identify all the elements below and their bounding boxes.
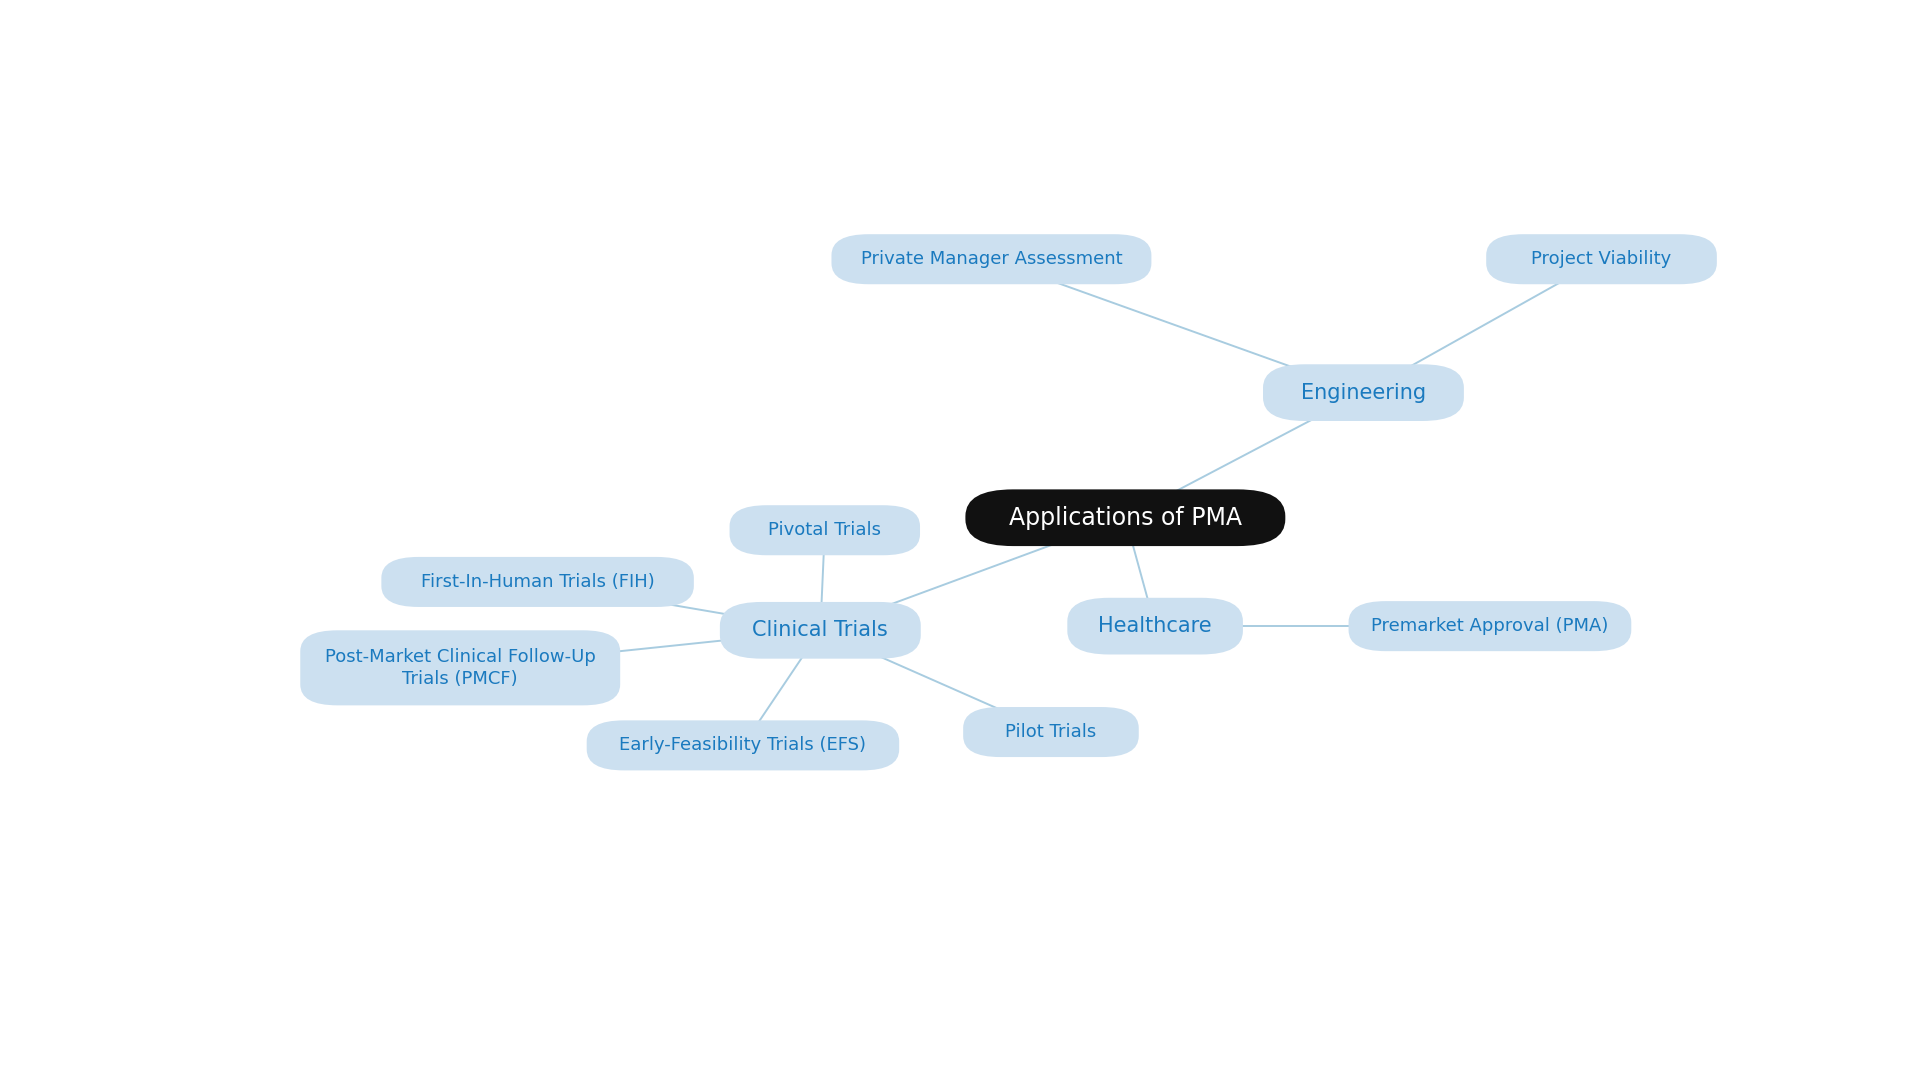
- Text: Engineering: Engineering: [1302, 382, 1427, 403]
- Text: First-In-Human Trials (FIH): First-In-Human Trials (FIH): [420, 573, 655, 591]
- FancyBboxPatch shape: [1263, 364, 1463, 421]
- Text: Premarket Approval (PMA): Premarket Approval (PMA): [1371, 617, 1609, 635]
- FancyBboxPatch shape: [300, 630, 620, 705]
- Text: Pivotal Trials: Pivotal Trials: [768, 521, 881, 539]
- Text: Early-Feasibility Trials (EFS): Early-Feasibility Trials (EFS): [620, 736, 866, 755]
- FancyBboxPatch shape: [730, 505, 920, 556]
- FancyBboxPatch shape: [964, 707, 1139, 757]
- Text: Clinical Trials: Clinical Trials: [753, 621, 889, 640]
- Text: Private Manager Assessment: Private Manager Assessment: [860, 250, 1123, 269]
- FancyBboxPatch shape: [382, 557, 693, 606]
- Text: Post-Market Clinical Follow-Up
Trials (PMCF): Post-Market Clinical Follow-Up Trials (P…: [324, 648, 595, 688]
- FancyBboxPatch shape: [1486, 234, 1716, 284]
- FancyBboxPatch shape: [831, 234, 1152, 284]
- FancyBboxPatch shape: [1348, 601, 1632, 651]
- FancyBboxPatch shape: [720, 602, 922, 658]
- Text: Pilot Trials: Pilot Trials: [1006, 723, 1096, 741]
- Text: Applications of PMA: Applications of PMA: [1008, 506, 1242, 530]
- FancyBboxPatch shape: [588, 720, 899, 770]
- Text: Healthcare: Healthcare: [1098, 616, 1212, 636]
- FancyBboxPatch shape: [966, 490, 1284, 546]
- Text: Project Viability: Project Viability: [1532, 250, 1672, 269]
- FancyBboxPatch shape: [1068, 598, 1242, 654]
